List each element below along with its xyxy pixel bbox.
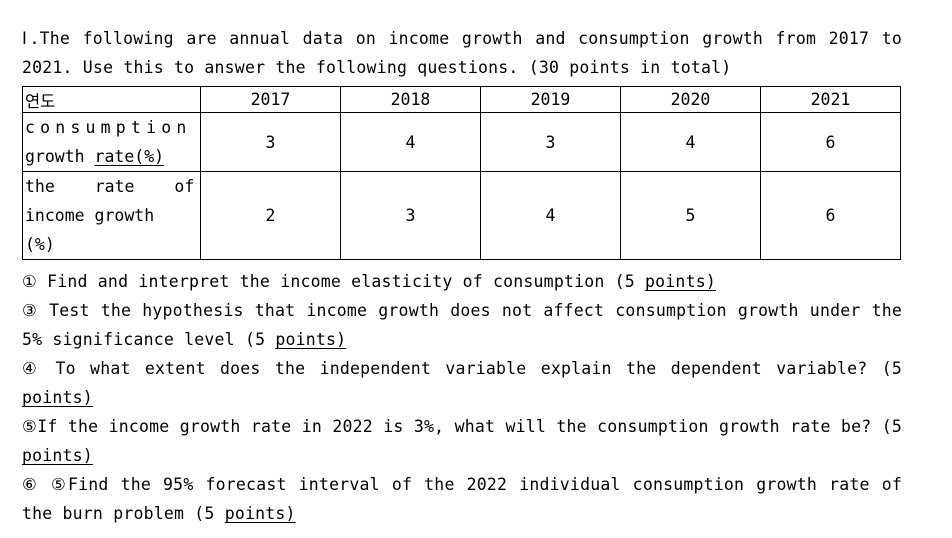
underlined-label-text: rate(%) (94, 147, 165, 166)
header-2018: 2018 (340, 86, 481, 113)
table-header-row: 연도 2017 2018 2019 2020 2021 (22, 86, 901, 113)
table-cell: 3 (200, 112, 341, 172)
consumption-row-label: consumption growth rate(%) (22, 112, 201, 172)
label-text: growth (25, 147, 95, 166)
question-6: ⑥ ⑤Find the 95% forecast interval of the… (22, 470, 902, 528)
label-line: consumption (25, 118, 192, 137)
header-2021: 2021 (760, 86, 901, 113)
question-text: ④ To what extent does the independent va… (22, 359, 902, 378)
table-cell: 2 (200, 171, 341, 260)
question-3: ③ Test the hypothesis that income growth… (22, 296, 902, 354)
points-underlined: points) (22, 446, 93, 465)
table-cell: 4 (620, 112, 761, 172)
question-1: ① Find and interpret the income elastici… (22, 267, 902, 296)
label-line: income growth (25, 206, 155, 225)
question-text: ⑥ ⑤Find the 95% forecast interval of the… (22, 475, 902, 523)
question-text: ③ Test the hypothesis that income growth… (22, 301, 902, 349)
table-cell: 4 (480, 171, 621, 260)
intro-text: Ⅰ.The following are annual data on incom… (22, 29, 902, 77)
header-2020: 2020 (620, 86, 761, 113)
header-2019: 2019 (480, 86, 621, 113)
points-underlined: points) (22, 388, 93, 407)
header-year-label: 연도 (22, 86, 201, 113)
table-cell: 3 (340, 171, 481, 260)
label-line: growth rate(%) (25, 142, 198, 171)
table-cell: 5 (620, 171, 761, 260)
table-cell: 6 (760, 112, 901, 172)
income-row-label: the rate of income growth (%) (22, 171, 201, 260)
question-text: ⑤If the income growth rate in 2022 is 3%… (22, 417, 902, 436)
data-table: 연도 2017 2018 2019 2020 2021 consumption … (22, 86, 901, 260)
label-line: the rate of (25, 177, 195, 196)
table-cell: 3 (480, 112, 621, 172)
intro-paragraph: Ⅰ.The following are annual data on incom… (22, 24, 902, 82)
points-underlined: points) (224, 504, 296, 523)
income-growth-row: the rate of income growth (%) 2 3 4 5 6 (22, 171, 901, 260)
label-line: (%) (25, 235, 55, 254)
header-2017: 2017 (200, 86, 341, 113)
points-underlined: points) (275, 330, 347, 349)
question-4: ④ To what extent does the independent va… (22, 354, 902, 412)
consumption-growth-row: consumption growth rate(%) 3 4 3 4 6 (22, 112, 901, 172)
points-underlined: points) (645, 272, 716, 291)
question-5: ⑤If the income growth rate in 2022 is 3%… (22, 412, 902, 470)
table-cell: 4 (340, 112, 481, 172)
table-cell: 6 (760, 171, 901, 260)
question-text: ① Find and interpret the income elastici… (22, 272, 646, 291)
